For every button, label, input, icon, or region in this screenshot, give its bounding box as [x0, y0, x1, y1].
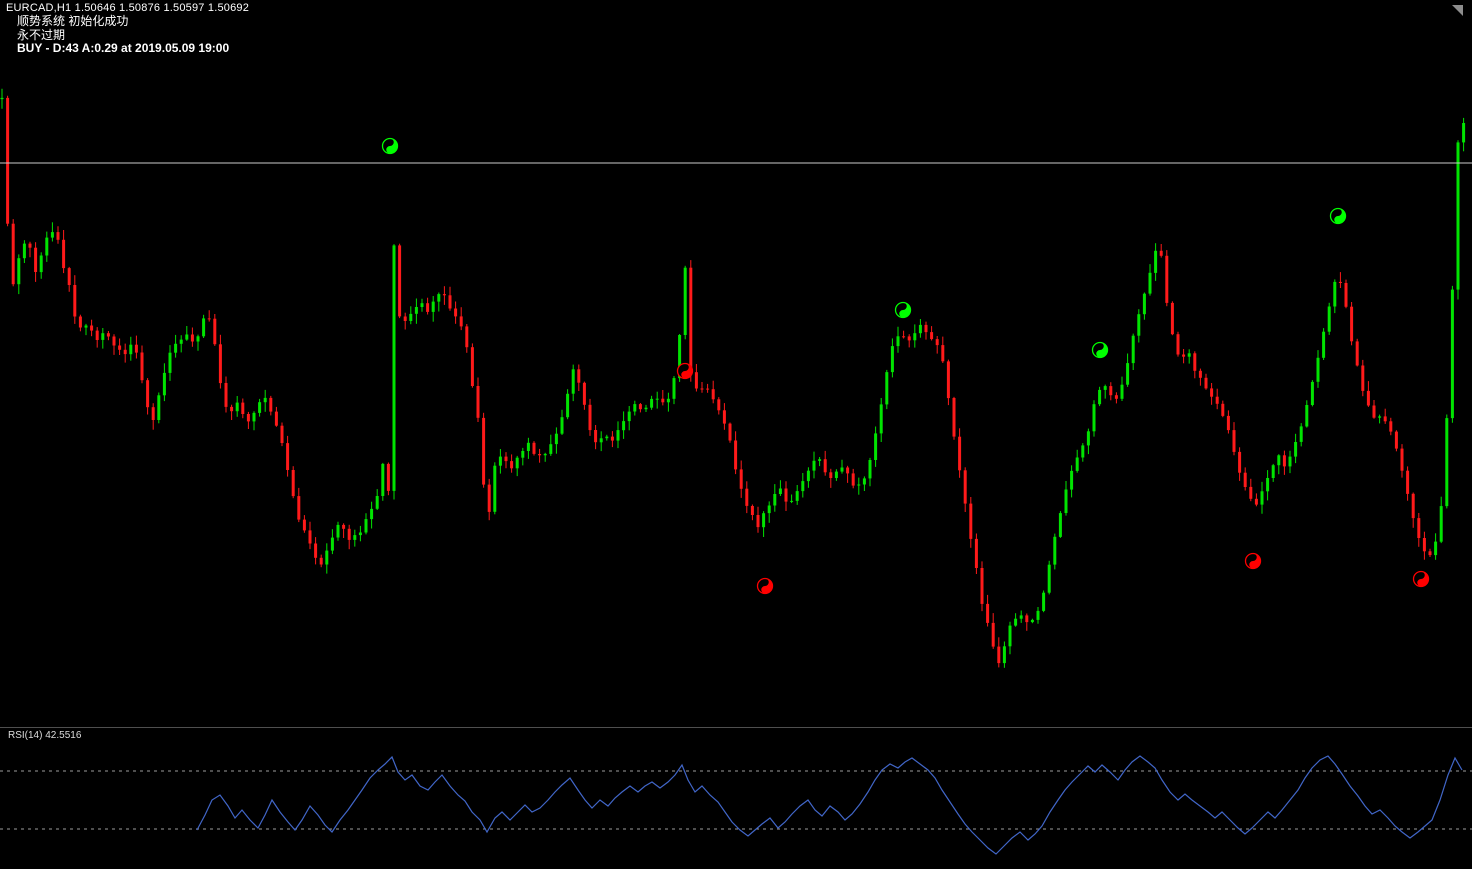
- ea-status-line: 顺势系统 初始化成功: [17, 14, 129, 28]
- buy-signal-icon: [894, 301, 912, 319]
- panel-divider[interactable]: [0, 727, 1472, 728]
- buy-signal-icon: [1329, 207, 1347, 225]
- signals-layer: [381, 137, 1430, 595]
- buy-signal-icon: [381, 137, 399, 155]
- ea-license-line: 永不过期: [17, 28, 66, 42]
- rsi-line-layer: [196, 755, 1463, 855]
- rsi-indicator-label: RSI(14) 42.5516: [8, 730, 82, 741]
- symbol-quote-line: EURCAD,H1 1.50646 1.50876 1.50597 1.5069…: [6, 2, 250, 14]
- sell-signal-icon: [1412, 570, 1430, 588]
- ea-buy-signal-line: BUY - D:43 A:0.29 at 2019.05.09 19:00: [17, 41, 230, 55]
- sell-signal-icon: [1244, 552, 1262, 570]
- sell-signal-icon: [756, 577, 774, 595]
- rsi-levels-layer: [0, 770, 1472, 830]
- buy-signal-icon: [1091, 341, 1109, 359]
- candles-layer: [0, 88, 1466, 668]
- sell-signal-icon: [676, 362, 694, 380]
- chart-shift-icon[interactable]: [1451, 4, 1464, 17]
